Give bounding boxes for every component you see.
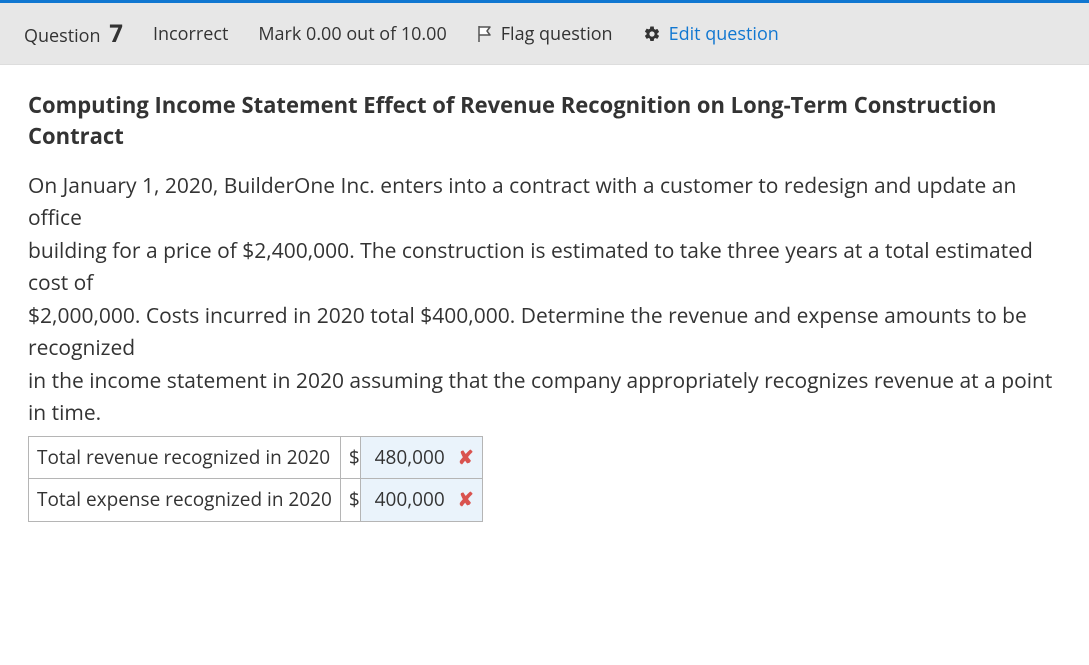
edit-question-link[interactable]: Edit question xyxy=(643,22,779,46)
question-body: On January 1, 2020, BuilderOne Inc. ente… xyxy=(28,170,1061,430)
body-line: in the income statement in 2020 assuming… xyxy=(28,367,1052,428)
answer-value: 480,000 xyxy=(369,441,449,474)
question-title: Computing Income Statement Effect of Rev… xyxy=(28,90,1061,152)
incorrect-icon: ✘ xyxy=(458,444,474,470)
question-content: Computing Income Statement Effect of Rev… xyxy=(0,65,1089,562)
question-label: Question xyxy=(24,24,101,48)
body-line: building for a price of $2,400,000. The … xyxy=(28,237,1033,298)
flag-question-label: Flag question xyxy=(501,22,613,46)
answer-table: Total revenue recognized in 2020 $ 480,0… xyxy=(28,436,483,522)
body-line: $2,000,000. Costs incurred in 2020 total… xyxy=(28,302,1027,363)
gear-icon xyxy=(643,25,661,43)
question-number: 7 xyxy=(109,17,123,50)
answer-value-cell[interactable]: 480,000 ✘ xyxy=(360,436,482,478)
edit-question-label: Edit question xyxy=(669,22,779,46)
question-mark: Mark 0.00 out of 10.00 xyxy=(258,22,446,46)
currency-symbol: $ xyxy=(340,436,360,478)
incorrect-icon: ✘ xyxy=(458,486,474,512)
flag-question-link[interactable]: Flag question xyxy=(477,22,613,46)
question-number-block: Question 7 xyxy=(24,17,123,50)
answer-value-cell[interactable]: 400,000 ✘ xyxy=(360,479,482,521)
answer-label: Total expense recognized in 2020 xyxy=(29,479,341,521)
body-line: On January 1, 2020, BuilderOne Inc. ente… xyxy=(28,172,1016,233)
question-info-bar: Question 7 Incorrect Mark 0.00 out of 10… xyxy=(0,3,1089,65)
currency-symbol: $ xyxy=(340,479,360,521)
table-row: Total revenue recognized in 2020 $ 480,0… xyxy=(29,436,483,478)
flag-icon xyxy=(477,25,493,43)
answer-value: 400,000 xyxy=(369,483,449,516)
answer-label: Total revenue recognized in 2020 xyxy=(29,436,341,478)
question-status: Incorrect xyxy=(153,22,228,46)
table-row: Total expense recognized in 2020 $ 400,0… xyxy=(29,479,483,521)
